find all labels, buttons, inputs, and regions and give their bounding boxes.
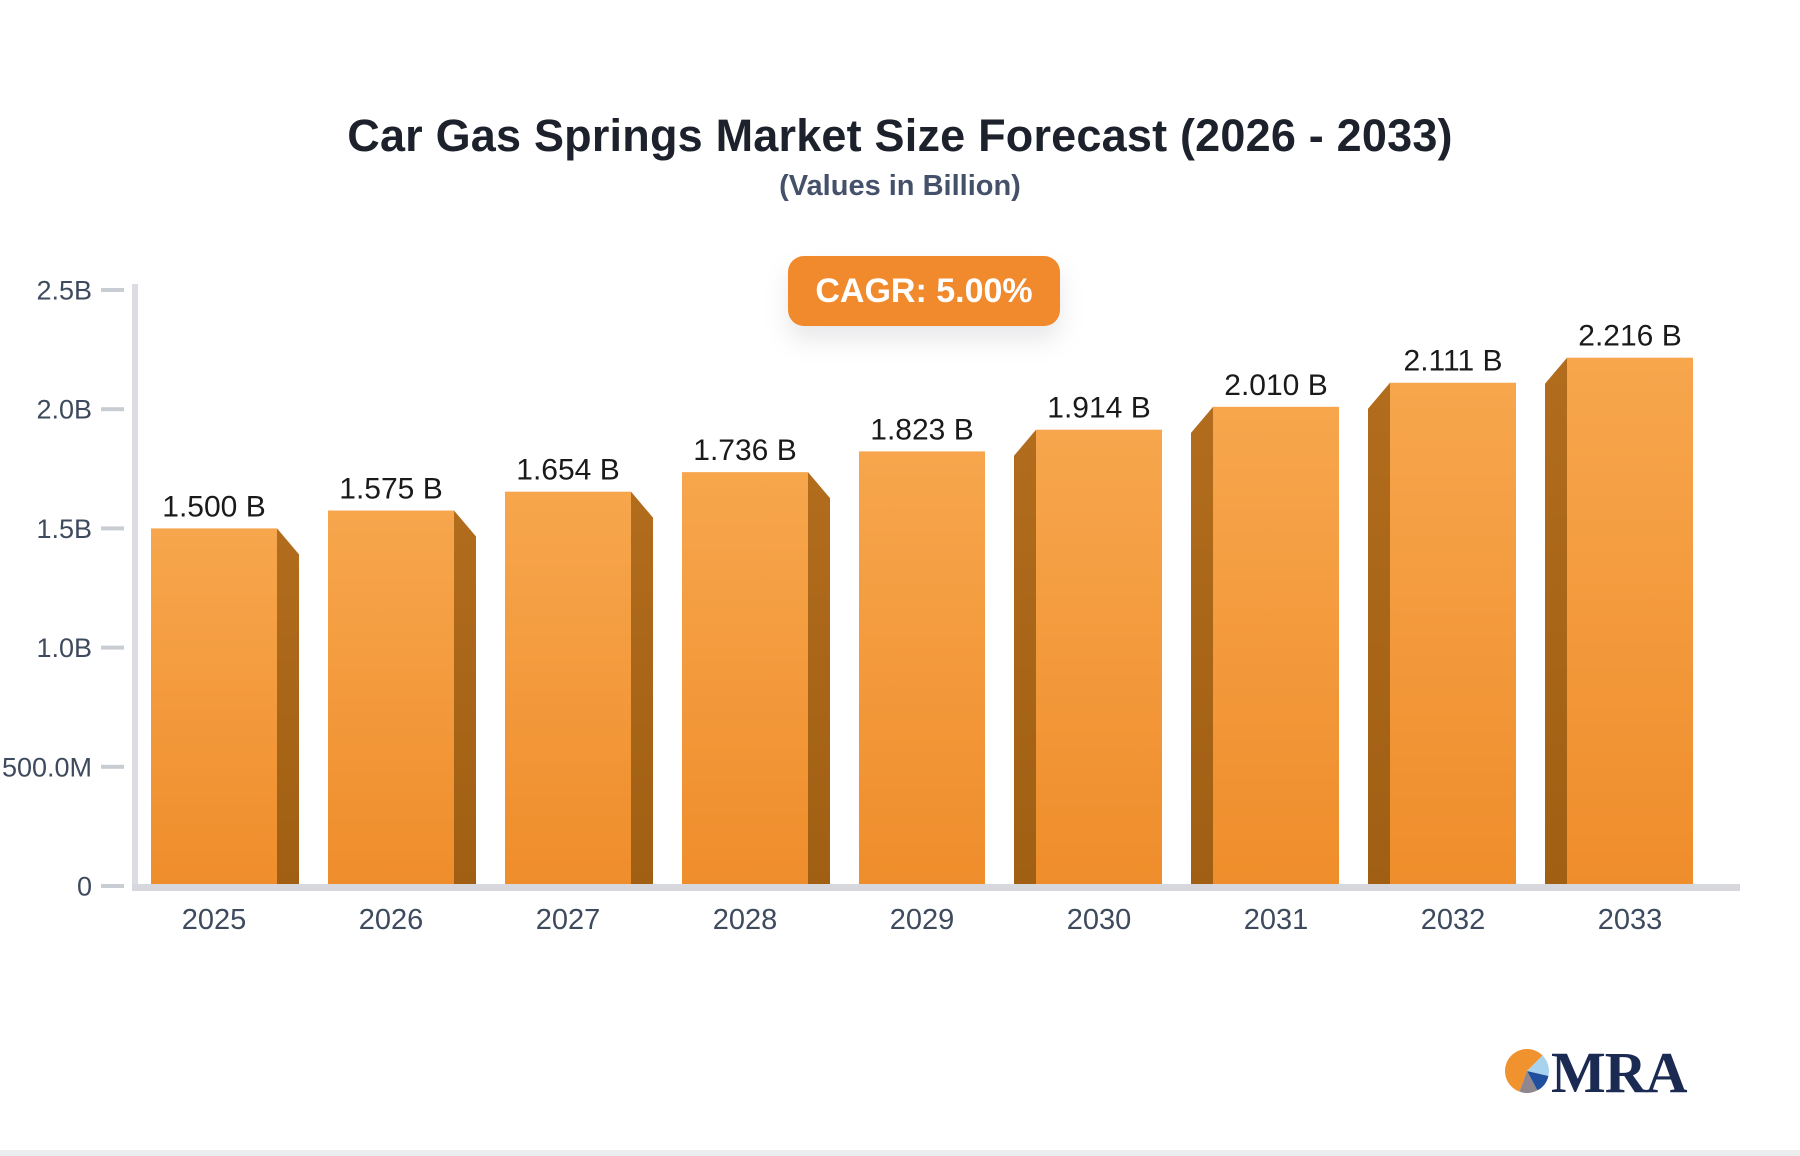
cagr-badge: CAGR: 5.00% [788, 256, 1060, 326]
chart-subtitle: (Values in Billion) [779, 170, 1021, 202]
y-axis-tick [101, 407, 124, 412]
x-axis-label: 2025 [182, 904, 247, 936]
bar-side-2031 [1191, 406, 1213, 886]
x-axis-label: 2028 [713, 904, 778, 936]
logo-pie-slice-light-blue [1527, 1055, 1550, 1076]
y-axis-tick [101, 645, 124, 650]
bar-2033 [1567, 357, 1693, 887]
bar-value-label: 1.500 B [162, 490, 265, 523]
bar-side-2026 [454, 510, 476, 886]
x-axis-label: 2030 [1067, 904, 1132, 936]
bar-2025 [151, 528, 277, 886]
bar-value-label: 1.736 B [693, 434, 796, 467]
bar-side-2030 [1014, 429, 1036, 886]
bar-value-label: 2.010 B [1224, 369, 1327, 402]
logo-pie-slice-gray [1519, 1071, 1538, 1093]
x-axis-label: 2033 [1598, 904, 1663, 936]
bar-2031 [1213, 406, 1339, 886]
window-bottom-edge [0, 1150, 1800, 1156]
y-axis-tick [101, 288, 124, 292]
x-axis-label: 2029 [890, 904, 955, 936]
bar-2027 [505, 491, 631, 886]
x-axis-label: 2026 [359, 904, 424, 936]
y-axis-tick [101, 526, 124, 531]
bar-value-label: 1.914 B [1047, 392, 1150, 425]
y-axis-tick-label: 1.0B [36, 633, 92, 663]
y-axis-tick-label: 2.5B [36, 275, 92, 305]
bar-side-2028 [808, 472, 830, 886]
bar-2028 [682, 472, 808, 886]
bar-side-2032 [1368, 382, 1390, 886]
cagr-badge-label: CAGR: 5.00% [815, 271, 1033, 310]
x-axis-label: 2032 [1421, 904, 1486, 936]
x-axis-label: 2031 [1244, 904, 1309, 936]
bar-side-2027 [631, 491, 653, 886]
bar-value-label: 1.575 B [339, 473, 442, 506]
y-axis-tick [101, 884, 124, 888]
chart-title: Car Gas Springs Market Size Forecast (20… [347, 110, 1453, 161]
y-axis-tick-label: 2.0B [36, 395, 92, 425]
bar-value-label: 2.216 B [1578, 320, 1681, 353]
bar-side-2033 [1545, 357, 1567, 887]
x-axis-line [132, 884, 1740, 891]
bar-value-label: 1.823 B [870, 413, 973, 446]
y-axis-tick [101, 764, 124, 769]
bar-side-2025 [277, 528, 299, 886]
logo-wordmark: MRA [1551, 1040, 1688, 1105]
bar-2029 [859, 451, 985, 886]
bar-2026 [328, 510, 454, 886]
logo-pie-slice-navy-blue [1527, 1071, 1549, 1091]
y-axis-tick-label: 500.0M [2, 752, 92, 782]
y-axis-tick-label: 1.5B [36, 514, 92, 544]
y-axis-tick-label: 0 [77, 871, 92, 901]
bar-2030 [1036, 429, 1162, 886]
bar-2032 [1390, 382, 1516, 886]
bar-value-label: 2.111 B [1404, 345, 1503, 378]
y-axis-line [132, 284, 138, 891]
x-axis-label: 2027 [536, 904, 601, 936]
logo-pie-slice-orange [1505, 1049, 1543, 1092]
bar-value-label: 1.654 B [516, 454, 619, 487]
